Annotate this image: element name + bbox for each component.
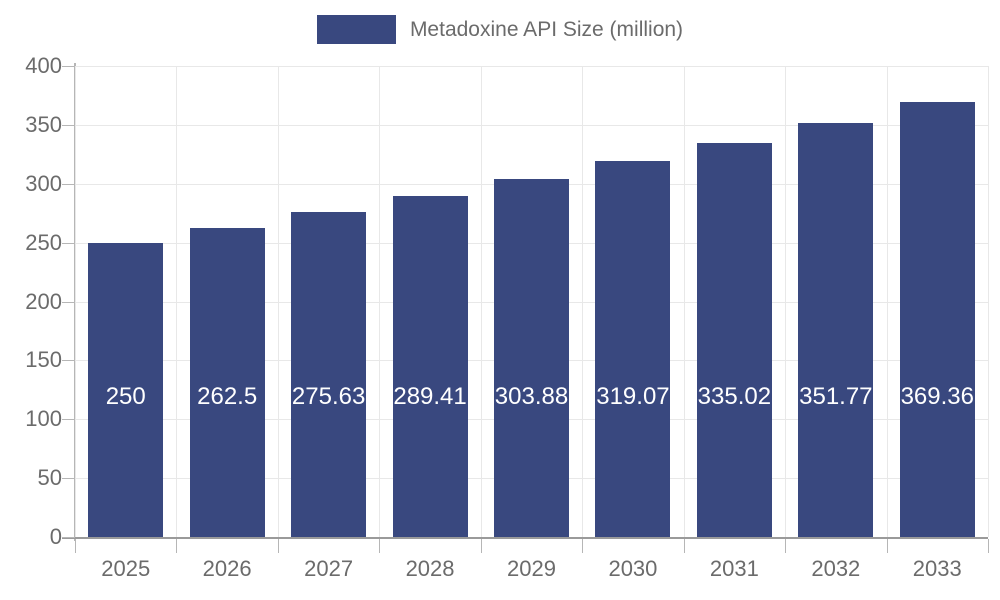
bar[interactable]	[291, 212, 367, 537]
gridline-vertical	[379, 66, 380, 537]
bar[interactable]	[189, 227, 265, 537]
y-axis-tick	[62, 419, 75, 421]
bar-value-label: 319.07	[596, 383, 670, 410]
y-axis-tick-label: 150	[25, 347, 62, 373]
x-axis-tick-label: 2025	[101, 556, 151, 581]
legend-item-label: Metadoxine API Size (million)	[409, 17, 684, 41]
x-axis-tick-label: 2026	[202, 556, 252, 581]
y-axis-tick	[62, 301, 75, 303]
bar[interactable]	[798, 122, 874, 537]
y-axis-tick-label: 100	[25, 406, 62, 432]
y-axis-tick	[62, 124, 75, 126]
plot-area: 250 262.5 275.63 289.41 303.88 319.07 335.02 35…	[75, 66, 989, 538]
x-axis-tick-label: 2032	[811, 556, 861, 581]
x-axis-tick	[278, 539, 279, 553]
gridline-vertical	[887, 66, 888, 537]
y-axis-tick-label: 300	[25, 170, 62, 196]
bar[interactable]	[88, 242, 164, 537]
bar-value-label: 351.77	[799, 383, 873, 410]
bar-value-label: 335.02	[697, 383, 772, 410]
gridline-vertical	[176, 66, 177, 537]
y-axis-tick	[62, 478, 75, 480]
legend-item-metadoxine-api-size[interactable]: Metadoxine API Size (million)	[316, 14, 684, 44]
x-axis-tick	[582, 539, 583, 553]
bar-value-label: 250	[105, 383, 146, 410]
y-axis-tick-label: 0	[49, 524, 62, 549]
x-axis-tick-label: 2033	[912, 556, 962, 581]
y-axis-tick	[62, 537, 75, 538]
y-axis-tick-label: 250	[25, 229, 62, 255]
x-axis-tick	[684, 539, 685, 553]
y-axis-tick	[62, 183, 75, 185]
y-axis-tick-labels: 0 50 100 150 200 250 300 350 400	[0, 0, 62, 600]
bar[interactable]	[899, 102, 975, 537]
y-axis-tick-label: 350	[25, 111, 62, 137]
x-axis-tick	[887, 539, 888, 553]
x-axis-tick	[481, 539, 482, 553]
x-axis-tick	[785, 539, 786, 553]
bar-value-label: 275.63	[291, 383, 366, 410]
x-axis-tick-label: 2031	[709, 556, 759, 581]
y-axis-tick-label: 200	[25, 288, 62, 314]
x-axis-tick-label: 2030	[608, 556, 658, 581]
bar-value-label: 369.36	[900, 383, 974, 410]
bar[interactable]	[392, 196, 468, 537]
gridline-vertical	[684, 66, 685, 537]
gridline-vertical	[278, 66, 279, 537]
y-axis-tick	[62, 242, 75, 244]
gridline-vertical	[988, 66, 989, 537]
gridline-horizontal	[75, 124, 988, 126]
bar-value-label: 289.41	[393, 383, 467, 410]
x-axis-tick-label: 2027	[304, 556, 354, 581]
x-axis-tick	[379, 539, 380, 553]
y-axis-tick	[62, 66, 75, 67]
gridline-vertical	[75, 66, 76, 537]
bar-value-label: 262.5	[197, 383, 258, 410]
bar[interactable]	[696, 142, 772, 537]
bar-value-label: 303.88	[494, 383, 569, 410]
x-axis-tick-label: 2028	[405, 556, 455, 581]
gridline-vertical	[785, 66, 786, 537]
y-axis-tick-label: 50	[37, 465, 62, 491]
x-axis-tick	[988, 539, 989, 553]
y-axis-tick-label: 400	[25, 53, 62, 78]
x-axis-tick-label: 2029	[507, 556, 556, 581]
gridline-vertical	[582, 66, 583, 537]
legend-color-swatch-icon	[316, 14, 396, 44]
x-axis-tick	[176, 539, 177, 553]
gridline-vertical	[481, 66, 482, 537]
bar[interactable]	[595, 161, 671, 537]
bar[interactable]	[494, 179, 569, 537]
y-axis-tick	[62, 360, 75, 362]
gridline-horizontal	[75, 66, 988, 67]
x-axis-line	[62, 537, 988, 539]
x-axis-tick	[75, 539, 76, 553]
chart-legend: Metadoxine API Size (million)	[0, 0, 1000, 58]
